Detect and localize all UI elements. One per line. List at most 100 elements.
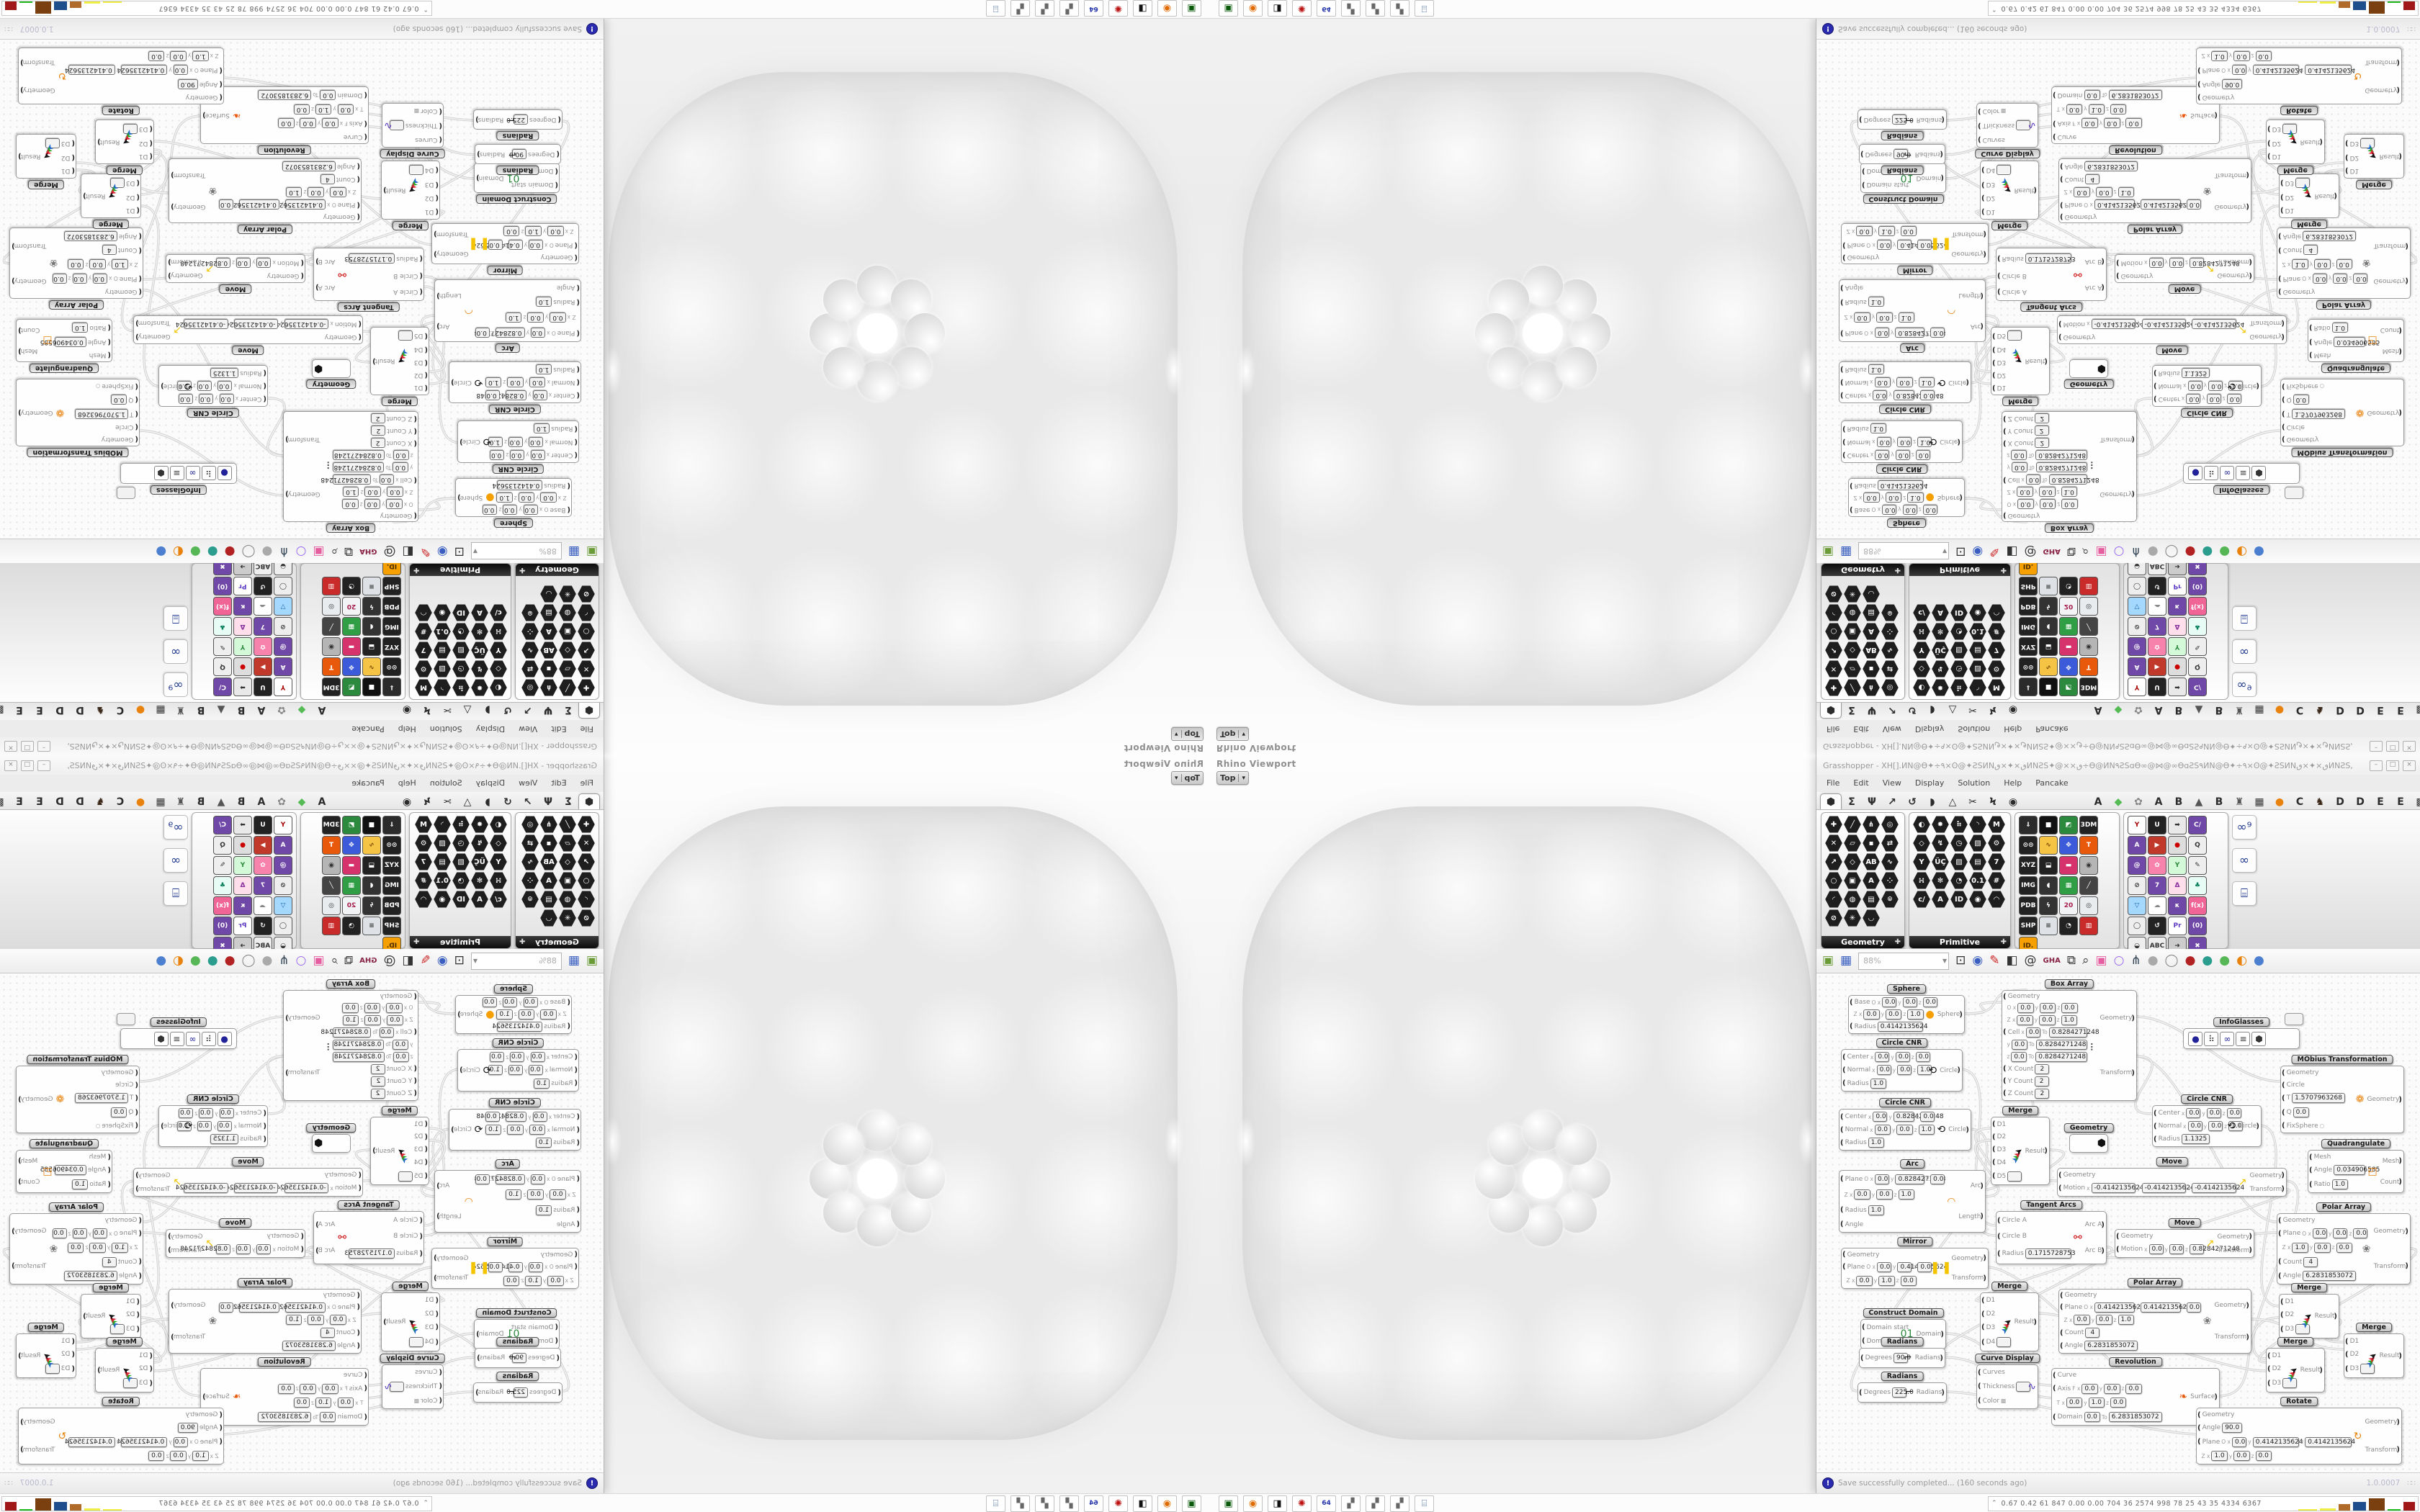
component-icon[interactable]: ⇓ bbox=[2019, 678, 2038, 696]
output-jack[interactable]: ) bbox=[2319, 1366, 2323, 1374]
value-capsule[interactable]: 0.0 bbox=[1915, 1052, 1930, 1063]
input-jack[interactable]: ( bbox=[138, 287, 142, 296]
output-jack[interactable]: ) bbox=[83, 1312, 86, 1320]
tab-addon-13[interactable]: D bbox=[55, 704, 64, 716]
toolbar-button-9[interactable]: ⧉ bbox=[2066, 953, 2076, 968]
input-jack[interactable] bbox=[2003, 464, 2005, 472]
input-jack[interactable]: ( bbox=[1978, 121, 1981, 130]
panel-expand-icon[interactable]: ✚ bbox=[2000, 566, 2007, 574]
input-jack[interactable]: ( bbox=[2003, 1028, 2007, 1036]
output-jack[interactable]: ) bbox=[12, 241, 15, 250]
output-jack[interactable]: ) bbox=[315, 1220, 319, 1229]
component-icon[interactable]: PDB bbox=[382, 597, 401, 616]
output-jack[interactable]: ) bbox=[2281, 1185, 2285, 1193]
component-icon[interactable]: ⊘ bbox=[578, 585, 595, 603]
tab-addon-9[interactable]: ● bbox=[2275, 704, 2285, 716]
component-icon[interactable]: ▬ bbox=[2059, 856, 2078, 875]
component-icon[interactable]: ⚙ bbox=[415, 834, 432, 852]
component-icon[interactable]: Δ bbox=[2168, 617, 2187, 636]
value-capsule[interactable]: -0.4142135624 bbox=[2091, 318, 2144, 329]
value-capsule[interactable]: 0.4142135624 bbox=[2252, 65, 2303, 76]
output-jack[interactable]: ) bbox=[1980, 1212, 1984, 1221]
panel-label-geometry[interactable]: Geometry ✚ bbox=[1821, 936, 1904, 948]
gh-component-radians[interactable]: Radians(Degrees 90.0 ⌐ Radians) bbox=[475, 144, 561, 175]
component-icon[interactable]: ◔ bbox=[2059, 577, 2078, 595]
input-jack[interactable]: ( bbox=[2282, 395, 2285, 404]
component-icon[interactable]: ↗ bbox=[578, 642, 595, 659]
maximize-button[interactable]: □ bbox=[21, 760, 34, 771]
input-jack[interactable]: ( bbox=[136, 179, 140, 187]
value-capsule[interactable]: 1.0 bbox=[535, 364, 552, 374]
value-capsule[interactable] bbox=[2360, 138, 2375, 148]
taskbar-app-icon-1[interactable]: ◉ bbox=[1243, 0, 1263, 17]
value-capsule[interactable]: 0.0 bbox=[364, 499, 380, 510]
input-jack[interactable]: ( bbox=[149, 1379, 153, 1387]
input-jack[interactable] bbox=[2003, 488, 2005, 496]
input-jack[interactable]: ( bbox=[1997, 271, 2001, 280]
widget-icon[interactable]: ⠷ bbox=[201, 466, 216, 481]
value-capsule[interactable]: 0.0 bbox=[2313, 1228, 2327, 1239]
input-jack[interactable]: ( bbox=[2278, 246, 2282, 254]
component-icon[interactable]: ◉ bbox=[2079, 637, 2098, 656]
input-jack[interactable]: ( bbox=[424, 383, 428, 392]
gh-component-circle-cnr[interactable]: Circle CNR(Center x 0.0 y 0.0 z 0.0(Normal x 0.0… bbox=[158, 1094, 268, 1147]
component-icon[interactable]: ◇ bbox=[490, 660, 507, 678]
component-icon[interactable]: ◯ bbox=[274, 577, 292, 595]
value-capsule[interactable]: 0.0 bbox=[197, 381, 212, 391]
input-jack[interactable]: ( bbox=[2278, 1216, 2282, 1225]
component-icon[interactable]: PDB bbox=[382, 896, 401, 915]
value-capsule[interactable]: 1.0 bbox=[1870, 1078, 1887, 1089]
value-capsule[interactable]: 0.4142135624 bbox=[2141, 1302, 2191, 1313]
taskbar-app-icon-3[interactable]: ✺ bbox=[1292, 1495, 1312, 1512]
input-jack[interactable]: ( bbox=[2053, 119, 2056, 127]
gh-component-merge[interactable]: Merge(D1(D2(D3 ➤ Result) bbox=[81, 1283, 141, 1338]
minimize-button[interactable]: – bbox=[37, 760, 50, 771]
value-capsule[interactable]: 4 bbox=[2303, 1256, 2318, 1267]
component-icon[interactable]: ↗ bbox=[578, 853, 595, 870]
taskbar-app-icon-3[interactable]: ✺ bbox=[1108, 0, 1128, 17]
value-capsule[interactable]: 0.0 bbox=[475, 1174, 490, 1184]
component-icon[interactable]: ∿ bbox=[362, 657, 381, 676]
component-icon[interactable]: ⇓ bbox=[382, 816, 401, 834]
value-capsule[interactable]: 0.8284271248 bbox=[321, 474, 372, 485]
value-capsule[interactable]: 1.0 bbox=[2331, 322, 2349, 333]
input-jack[interactable]: ( bbox=[1842, 253, 1846, 261]
value-capsule[interactable]: 0.0 bbox=[2208, 381, 2223, 391]
grasshopper-canvas[interactable]: Sphere(Base O x 0.0 y 0.0 z 0.0 Z x 0.0 y 0.0 z 1.0… bbox=[1816, 40, 2420, 539]
tab-category-1[interactable]: Σ bbox=[1848, 796, 1855, 808]
output-jack[interactable]: ) bbox=[436, 1182, 440, 1190]
component-icon[interactable]: ⊘ bbox=[578, 909, 595, 927]
component-icon[interactable]: IMG bbox=[2019, 617, 2038, 636]
component-icon[interactable]: ⇄ bbox=[521, 834, 539, 852]
value-capsule[interactable]: 0.0 bbox=[2187, 381, 2202, 391]
gh-component-infoglasses[interactable]: InfoGlasses ● ⠷ ∞ ≡ ⬢ bbox=[117, 1013, 237, 1049]
component-icon[interactable]: T bbox=[322, 657, 341, 676]
gh-component-box-array[interactable]: Box Array(Geometry O x 0.0 y 0.0 z 0.0 Z x 0.0… bbox=[283, 979, 418, 1101]
value-capsule[interactable]: 0.8284271248 bbox=[2035, 462, 2088, 473]
toolbar-button-18[interactable]: ● bbox=[189, 953, 201, 968]
input-jack[interactable]: ( bbox=[424, 358, 428, 366]
component-icon[interactable]: A bbox=[1932, 604, 1949, 621]
input-jack[interactable]: ( bbox=[576, 365, 580, 374]
component-icon[interactable]: ◎ bbox=[2079, 597, 2098, 616]
toolbar-button-7[interactable]: @ bbox=[2024, 953, 2037, 968]
value-capsule[interactable]: 1.5707963268 bbox=[75, 1093, 128, 1104]
value-capsule[interactable]: 2 bbox=[2035, 438, 2050, 449]
input-jack[interactable]: ( bbox=[1859, 1388, 1863, 1397]
component-icon[interactable]: ◠ bbox=[1988, 891, 2005, 908]
value-capsule[interactable]: 0.0 bbox=[510, 449, 525, 460]
input-jack[interactable]: ( bbox=[2154, 1109, 2157, 1117]
toolbar-button-1[interactable]: ▦ bbox=[568, 544, 580, 559]
output-jack[interactable]: ) bbox=[2101, 1220, 2105, 1229]
input-jack[interactable]: ( bbox=[1842, 1066, 1846, 1074]
input-jack[interactable]: ( bbox=[576, 391, 580, 400]
component-icon[interactable]: ◎ bbox=[1881, 679, 1899, 696]
component-icon[interactable]: PDB bbox=[2019, 896, 2038, 915]
input-jack[interactable]: ( bbox=[1981, 1323, 1985, 1332]
input-jack[interactable]: ( bbox=[574, 1251, 578, 1259]
value-capsule[interactable]: 6.2831853072 bbox=[2303, 230, 2357, 241]
toolbar-button-3[interactable]: ⊡ bbox=[454, 544, 465, 559]
tab-addon-15[interactable]: E bbox=[16, 796, 23, 808]
component-icon[interactable]: ▽ bbox=[274, 896, 292, 915]
value-capsule[interactable]: 0.0 bbox=[507, 1125, 524, 1135]
